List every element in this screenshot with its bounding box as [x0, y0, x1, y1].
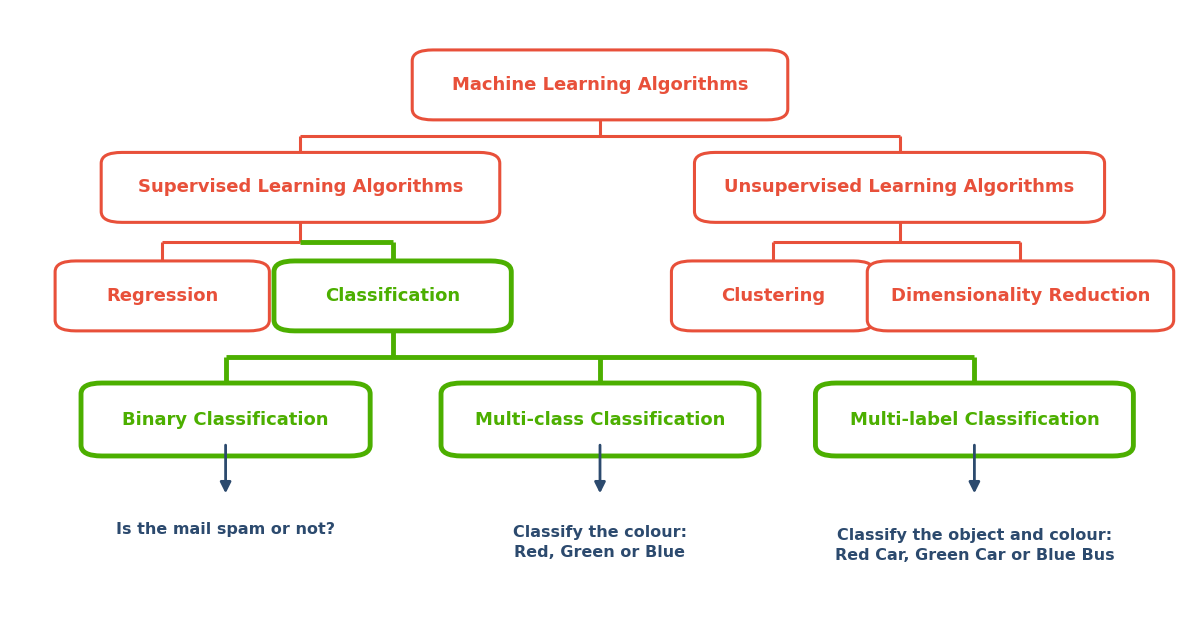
FancyBboxPatch shape — [695, 153, 1104, 222]
Text: Is the mail spam or not?: Is the mail spam or not? — [116, 522, 335, 537]
Text: Machine Learning Algorithms: Machine Learning Algorithms — [451, 76, 749, 94]
Text: Dimensionality Reduction: Dimensionality Reduction — [890, 287, 1150, 305]
Text: Unsupervised Learning Algorithms: Unsupervised Learning Algorithms — [725, 178, 1075, 197]
FancyBboxPatch shape — [101, 153, 499, 222]
FancyBboxPatch shape — [868, 261, 1174, 331]
FancyBboxPatch shape — [442, 383, 758, 456]
FancyBboxPatch shape — [82, 383, 370, 456]
Text: Supervised Learning Algorithms: Supervised Learning Algorithms — [138, 178, 463, 197]
Text: Regression: Regression — [106, 287, 218, 305]
Text: Multi-class Classification: Multi-class Classification — [475, 411, 725, 428]
FancyBboxPatch shape — [55, 261, 269, 331]
Text: Classify the object and colour:
Red Car, Green Car or Blue Bus: Classify the object and colour: Red Car,… — [834, 528, 1115, 563]
Text: Classify the colour:
Red, Green or Blue: Classify the colour: Red, Green or Blue — [514, 525, 686, 560]
Text: Clustering: Clustering — [721, 287, 824, 305]
FancyBboxPatch shape — [672, 261, 874, 331]
Text: Binary Classification: Binary Classification — [122, 411, 329, 428]
Text: Classification: Classification — [325, 287, 461, 305]
FancyBboxPatch shape — [816, 383, 1133, 456]
Text: Multi-label Classification: Multi-label Classification — [850, 411, 1099, 428]
FancyBboxPatch shape — [413, 50, 787, 120]
FancyBboxPatch shape — [274, 261, 511, 331]
